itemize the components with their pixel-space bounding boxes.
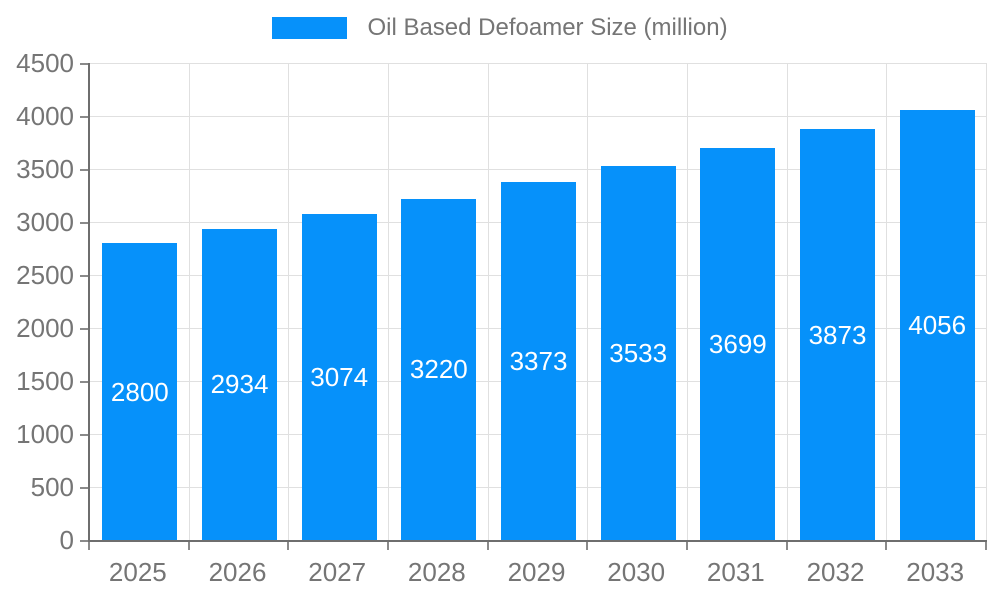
- x-axis-tick: [486, 542, 489, 550]
- bar[interactable]: [899, 110, 975, 540]
- x-axis-label: 2033: [906, 557, 965, 587]
- bar-value-label: 3873: [808, 319, 867, 350]
- x-axis-tick: [387, 542, 389, 550]
- legend-swatch-icon: [272, 17, 348, 39]
- y-axis-tick: [80, 434, 88, 436]
- x-axis-tick: [985, 542, 987, 550]
- bar[interactable]: [600, 165, 676, 540]
- legend-label: Oil Based Defoamer Size (million): [367, 14, 728, 41]
- gridline-vertical: [288, 63, 290, 540]
- bar-value-label: 3074: [310, 362, 369, 393]
- gridline-vertical: [687, 63, 688, 540]
- bar-value-label: 2934: [210, 369, 269, 400]
- y-axis-tick: [80, 540, 88, 542]
- y-axis-label: 3500: [16, 154, 74, 184]
- x-axis-label: 2030: [607, 557, 666, 587]
- x-axis-label: 2026: [208, 557, 267, 587]
- bar[interactable]: [800, 129, 875, 540]
- y-axis-tick: [80, 222, 88, 224]
- bar[interactable]: [501, 182, 576, 540]
- x-axis-tick: [885, 542, 888, 550]
- bar-value-label: 3220: [409, 354, 468, 385]
- x-axis-tick: [586, 542, 589, 550]
- y-axis-tick: [80, 169, 88, 171]
- bar[interactable]: [202, 229, 277, 540]
- y-axis-label: 4000: [16, 101, 74, 131]
- y-axis-tick: [80, 275, 88, 277]
- gridline-vertical: [487, 63, 489, 540]
- bar[interactable]: [102, 243, 178, 540]
- x-axis-tick: [287, 542, 290, 550]
- y-axis-label: 4500: [16, 48, 74, 78]
- x-axis-label: 2031: [706, 557, 765, 587]
- bar[interactable]: [301, 214, 377, 540]
- y-axis-label: 2000: [16, 313, 74, 343]
- y-axis-label: 3000: [16, 207, 74, 237]
- gridline-horizontal: [90, 116, 987, 117]
- y-axis-tick: [80, 381, 88, 383]
- y-axis-tick: [80, 328, 88, 330]
- y-axis-tick: [80, 63, 88, 65]
- x-axis-label: 2028: [407, 557, 466, 587]
- plot-area: 2800 2934 3074 3220 3373 3533 3699 3873 4056: [88, 63, 987, 542]
- bar-value-label: 3373: [509, 346, 568, 377]
- y-axis-label: 500: [30, 472, 74, 502]
- y-axis-label: 2500: [16, 260, 74, 290]
- gridline-vertical: [388, 63, 389, 540]
- x-axis-label: 2032: [806, 557, 865, 587]
- gridline-vertical: [587, 63, 589, 540]
- gridline-vertical: [986, 63, 987, 540]
- y-axis-tick: [80, 116, 88, 118]
- x-axis-tick: [187, 542, 190, 550]
- x-axis-tick: [88, 542, 90, 550]
- bar-value-label: 3533: [609, 337, 668, 368]
- bar-value-label: 2800: [110, 376, 169, 407]
- y-axis-tick: [80, 487, 88, 489]
- legend[interactable]: Oil Based Defoamer Size (million): [0, 14, 1000, 42]
- gridline-vertical: [188, 63, 190, 540]
- gridline-horizontal: [90, 169, 987, 170]
- gridline-horizontal: [90, 63, 987, 64]
- bar[interactable]: [700, 147, 776, 540]
- y-axis-label: 1500: [16, 366, 74, 396]
- y-axis-label: 0: [59, 525, 74, 555]
- x-axis-label: 2027: [308, 557, 367, 587]
- x-axis-label: 2025: [108, 557, 167, 587]
- bar-value-label: 3699: [708, 328, 767, 359]
- gridline-vertical: [786, 63, 788, 540]
- bar[interactable]: [401, 198, 477, 540]
- x-axis-tick: [686, 542, 688, 550]
- x-axis-tick: [785, 542, 788, 550]
- bar-value-label: 4056: [908, 310, 967, 341]
- y-axis-label: 1000: [16, 419, 74, 449]
- x-axis-label: 2029: [507, 557, 566, 587]
- gridline-vertical: [886, 63, 888, 540]
